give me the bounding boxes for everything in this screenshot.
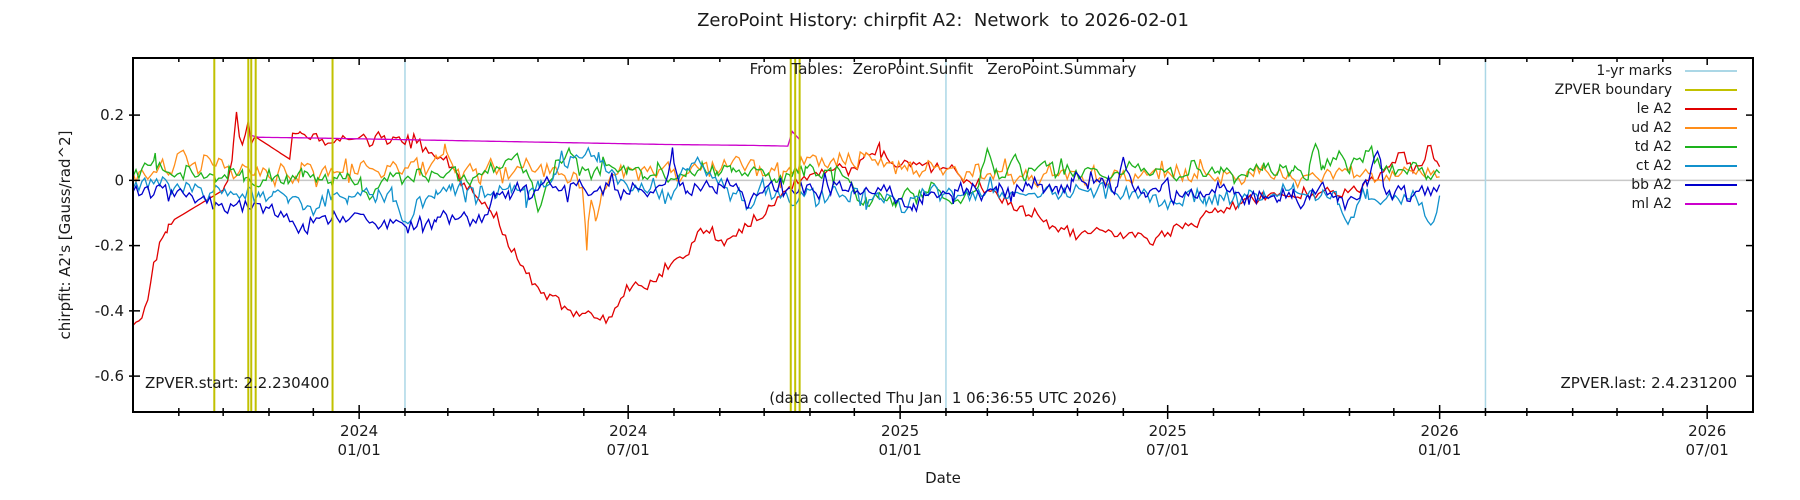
legend-line-swatch [1685, 126, 1737, 129]
plot-border [132, 57, 1754, 413]
data-collected-annotation: (data collected Thu Jan 1 06:36:55 UTC 2… [769, 389, 1117, 407]
x-tick-label-year: 2025 [881, 422, 919, 440]
zpver-start-annotation: ZPVER.start: 2.2.230400 [145, 374, 330, 392]
legend-line-swatch [1685, 145, 1737, 148]
x-axis-label: Date [925, 469, 961, 487]
x-tick-label-date: 01/01 [338, 441, 381, 459]
legend-label: ct A2 [1635, 157, 1672, 174]
legend-entry: ct A2 [1528, 156, 1737, 175]
legend-entry: le A2 [1528, 99, 1737, 118]
legend-entry: td A2 [1528, 137, 1737, 156]
series-bb-a2-line [133, 147, 1441, 236]
series-le-a2-line [133, 111, 1441, 326]
x-tick-label-date: 01/01 [1418, 441, 1461, 459]
legend-label: ud A2 [1631, 119, 1672, 136]
y-axis-label: chirpfit: A2's [Gauss/rad^2] [56, 130, 74, 340]
x-tick-label-date: 07/01 [607, 441, 650, 459]
series-td-a2-line [133, 142, 1441, 214]
x-tick-label-year: 2026 [1421, 422, 1459, 440]
y-tick-label: 0.2 [100, 106, 124, 124]
legend-entry: ZPVER boundary [1528, 80, 1737, 99]
x-tick-label-year: 2024 [609, 422, 647, 440]
legend-label: bb A2 [1631, 176, 1672, 193]
legend-label: 1-yr marks [1596, 62, 1672, 79]
x-tick-label-date: 07/01 [1146, 441, 1189, 459]
series-ud-a2-line [133, 143, 1440, 251]
legend-label: ml A2 [1631, 195, 1672, 212]
legend-line-swatch [1685, 202, 1737, 205]
y-tick-label: 0 [114, 171, 124, 189]
legend-label: le A2 [1636, 100, 1672, 117]
x-tick-label-year: 2026 [1688, 422, 1726, 440]
legend-line-swatch [1685, 88, 1737, 91]
legend-label: ZPVER boundary [1554, 81, 1672, 98]
legend-label: td A2 [1634, 138, 1672, 155]
series-ct-a2-line [133, 146, 1441, 227]
x-tick-label-year: 2025 [1149, 422, 1187, 440]
y-tick-label: -0.2 [95, 237, 124, 255]
legend-entry: ml A2 [1528, 194, 1737, 213]
legend-line-swatch [1685, 183, 1737, 186]
x-tick-label-date: 07/01 [1686, 441, 1729, 459]
y-tick-label: -0.6 [95, 367, 124, 385]
y-tick-label: -0.4 [95, 302, 124, 320]
legend-entry: bb A2 [1528, 175, 1737, 194]
legend-entry: 1-yr marks [1528, 61, 1737, 80]
x-tick-label-year: 2024 [340, 422, 378, 440]
legend: 1-yr marks ZPVER boundary le A2 ud A2 td A2 c… [1528, 61, 1737, 213]
from-tables-note: From Tables: ZeroPoint.Sunfit ZeroPoint.… [749, 60, 1137, 78]
series-ml-a2-line [248, 130, 801, 147]
x-tick-label-date: 01/01 [879, 441, 922, 459]
chart-title: ZeroPoint History: chirpfit A2: Network … [697, 10, 1189, 31]
legend-entry: ud A2 [1528, 118, 1737, 137]
legend-line-swatch [1685, 164, 1737, 167]
legend-line-swatch [1685, 107, 1737, 110]
legend-line-swatch [1685, 69, 1737, 72]
zpver-last-annotation: ZPVER.last: 2.4.231200 [1560, 374, 1737, 392]
